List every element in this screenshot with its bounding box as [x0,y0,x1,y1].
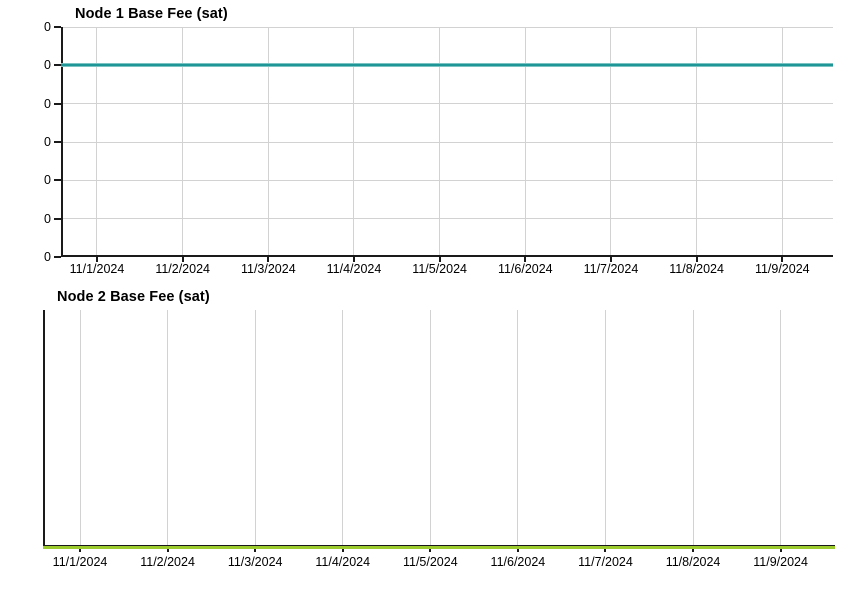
y-tick-label: 0 [44,135,51,149]
h-gridline [61,218,833,220]
y-axis-line [43,310,45,547]
y-tick-label: 0 [44,173,51,188]
v-gridline [254,310,256,547]
x-tick-label: 11/5/2024 [402,555,458,569]
x-axis-tick [609,257,612,262]
x-axis-tick [524,257,527,262]
v-gridline [692,310,694,547]
y-axis-tick [54,256,61,258]
x-tick-label: 11/8/2024 [665,555,721,569]
x-tick-label: 11/3/2024 [240,262,296,276]
y-axis-tick [54,141,61,143]
y-axis-tick [54,217,61,220]
x-axis-tick [267,257,270,262]
x-axis-tick [181,257,184,262]
series-line [61,64,833,67]
y-axis-tick [54,102,61,105]
v-gridline [517,310,519,547]
y-tick-label: 0 [44,211,51,226]
x-tick-label: 11/7/2024 [578,555,633,569]
x-tick-label: 11/9/2024 [754,262,810,276]
y-axis-line [61,27,63,257]
y-tick-label: 0 [44,96,51,111]
x-axis-tick [166,547,169,552]
h-gridline [61,26,833,28]
x-axis-line [61,255,833,257]
chart-plot-node2: 11/1/2024 11/2/2024 11/3/2024 11/4/2024 11/5… [43,310,835,569]
x-tick-label: 11/7/2024 [583,262,639,276]
x-tick-label: 11/9/2024 [753,555,808,569]
h-gridline [61,179,833,181]
chart-title-node2: Node 2 Base Fee (sat) [57,289,210,305]
series-line [43,546,835,549]
y-tick-label: 0 [44,20,51,34]
x-axis-tick [779,547,782,552]
y-tick-label: 0 [44,58,51,73]
y-axis-tick [54,26,61,28]
x-axis-tick [95,257,98,262]
x-tick-label: 11/5/2024 [412,262,467,276]
x-tick-label: 11/6/2024 [490,555,546,569]
x-axis-tick [604,547,607,552]
x-axis-tick [695,257,698,262]
x-axis-tick [429,547,432,552]
v-gridline [429,310,431,547]
x-axis-tick [516,547,519,552]
chart-plot-node1: 11/1/2024 11/2/2024 11/3/2024 11/4/2024 11/5… [44,20,833,276]
y-axis-tick [54,64,61,67]
x-tick-label: 11/1/2024 [52,555,108,569]
x-tick-label: 11/4/2024 [315,555,371,569]
h-gridline [61,141,833,143]
h-gridline [61,103,833,105]
x-tick-label: 11/6/2024 [497,262,553,276]
x-tick-label: 11/4/2024 [326,262,382,276]
x-axis-tick [438,257,441,262]
x-tick-label: 11/8/2024 [669,262,724,276]
y-tick-label: 0 [44,250,51,264]
v-gridline [167,310,169,547]
x-axis-tick [781,257,784,262]
x-tick-label: 11/1/2024 [69,262,125,276]
chart-title-node1: Node 1 Base Fee (sat) [75,6,228,22]
x-axis-tick [254,547,257,552]
x-tick-label: 11/3/2024 [227,555,283,569]
v-gridline [780,310,782,547]
v-gridline [79,310,81,547]
v-gridline [604,310,606,547]
x-axis-tick [79,547,81,552]
y-axis-tick [54,179,61,182]
x-tick-label: 11/2/2024 [155,262,210,276]
x-axis-tick [341,547,344,552]
x-axis-tick [692,547,695,552]
x-tick-label: 11/2/2024 [140,555,195,569]
x-axis-tick [352,257,355,262]
v-gridline [342,310,344,547]
